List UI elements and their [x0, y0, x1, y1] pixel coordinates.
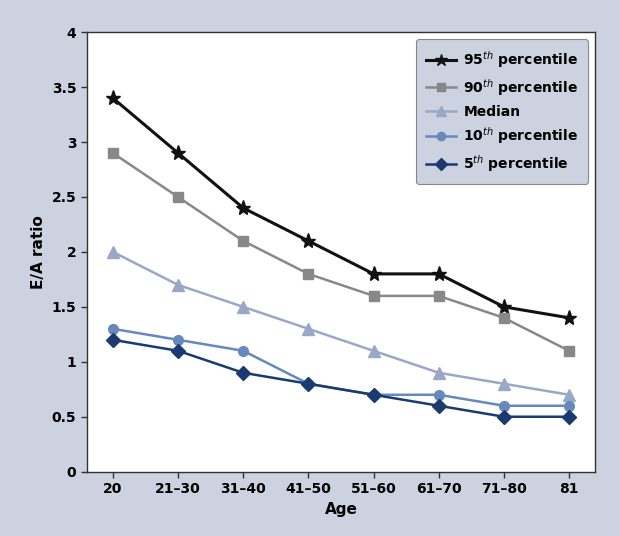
Y-axis label: E/A ratio: E/A ratio: [31, 215, 46, 289]
X-axis label: Age: Age: [324, 502, 358, 517]
Legend: 95$^{th}$ percentile, 90$^{th}$ percentile, Median, 10$^{th}$ percentile, 5$^{th: 95$^{th}$ percentile, 90$^{th}$ percenti…: [416, 39, 588, 184]
